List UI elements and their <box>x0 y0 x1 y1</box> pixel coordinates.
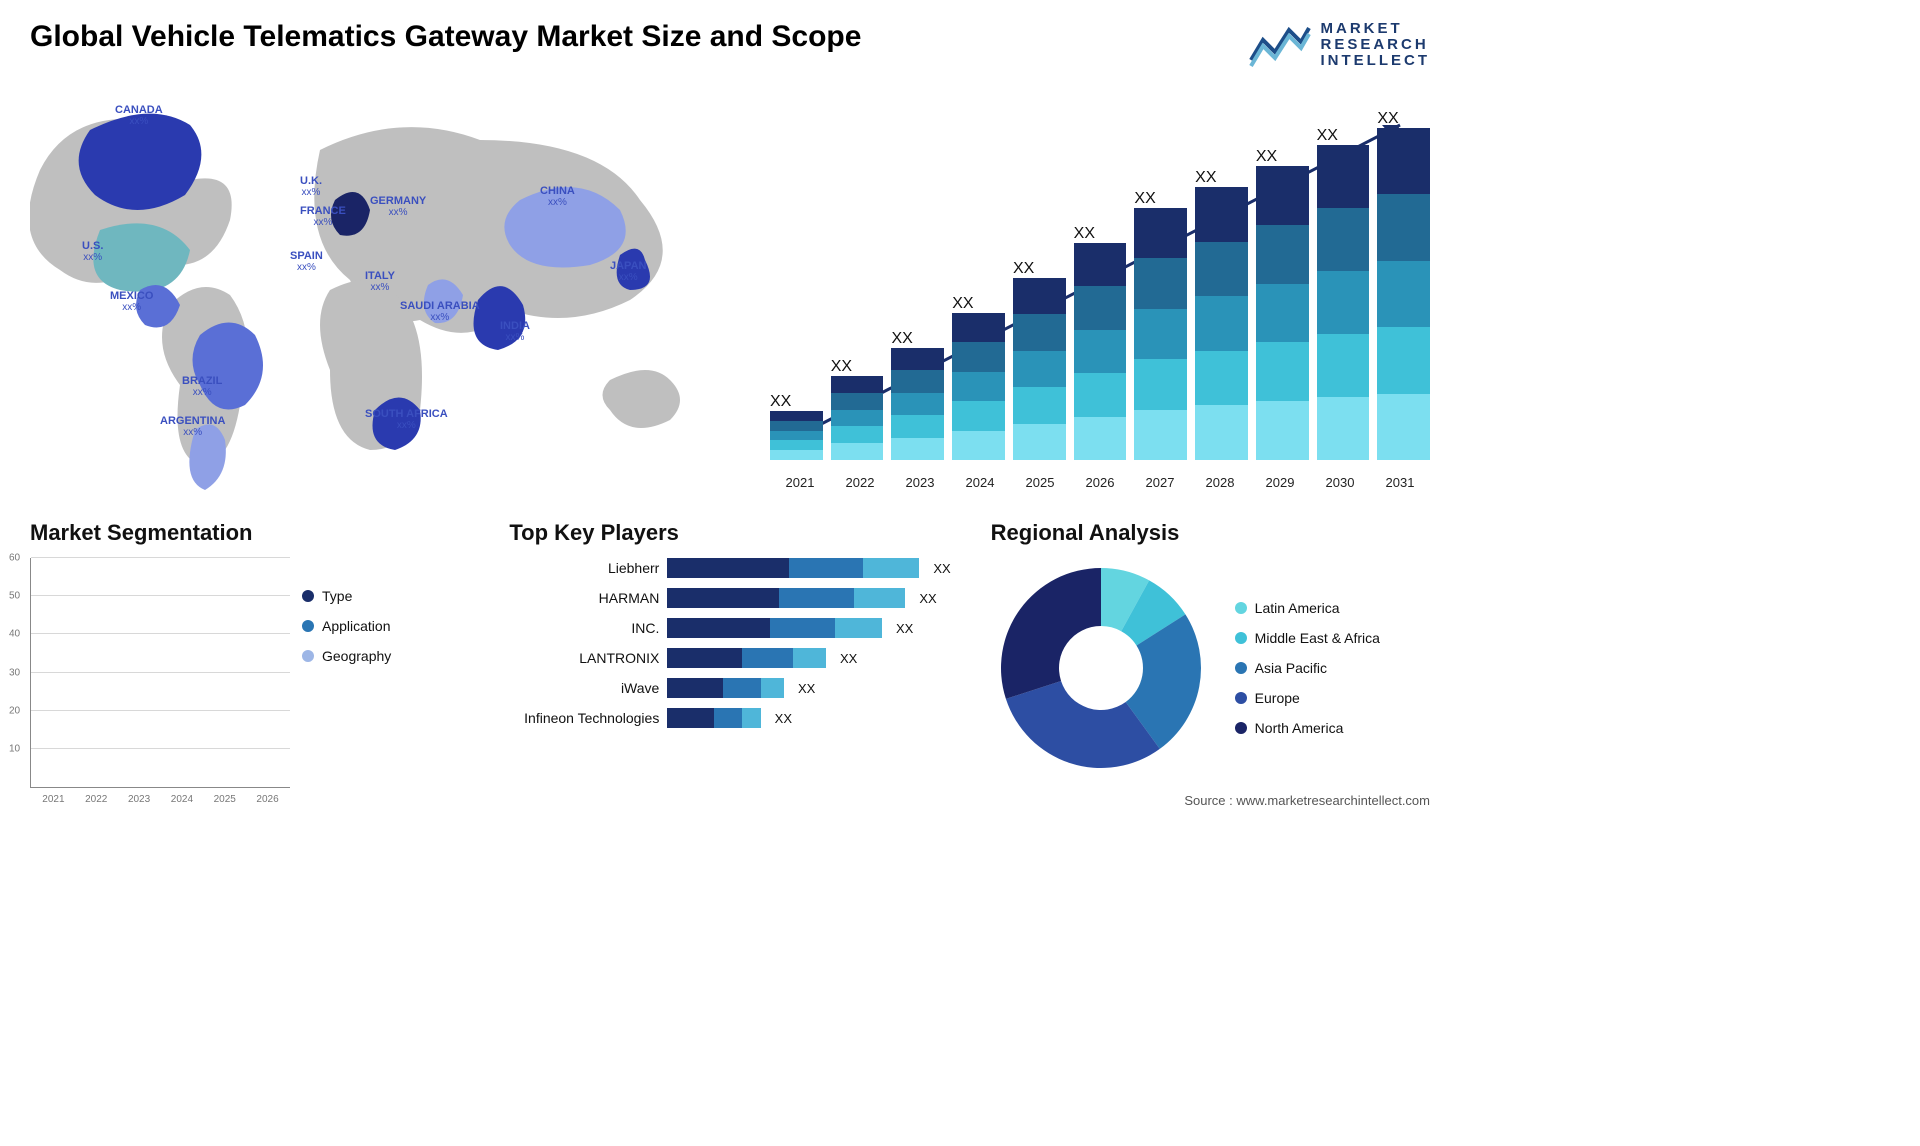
map-label-india: INDIAxx% <box>500 320 530 343</box>
growth-bar-value: XX <box>770 393 823 411</box>
seg-x-2022: 2022 <box>80 794 113 805</box>
growth-bar-value: XX <box>1195 169 1248 187</box>
seg-x-2023: 2023 <box>123 794 156 805</box>
kp-row-inc-: INC. XX <box>509 618 950 638</box>
map-label-brazil: BRAZILxx% <box>182 375 222 398</box>
regional-legend-middle-east-africa: Middle East & Africa <box>1235 630 1380 646</box>
growth-x-2027: 2027 <box>1130 475 1190 490</box>
map-label-japan: JAPANxx% <box>610 260 646 283</box>
regional-legend-asia-pacific: Asia Pacific <box>1235 660 1380 676</box>
kp-value: XX <box>896 621 913 636</box>
regional-donut <box>991 558 1211 778</box>
map-label-south-africa: SOUTH AFRICAxx% <box>365 408 448 431</box>
growth-bar-value: XX <box>1377 110 1430 128</box>
kp-name: iWave <box>509 680 659 696</box>
growth-x-2030: 2030 <box>1310 475 1370 490</box>
map-label-france: FRANCExx% <box>300 205 346 228</box>
kp-value: XX <box>798 681 815 696</box>
growth-bar-value: XX <box>1317 127 1370 145</box>
key-players-title: Top Key Players <box>509 520 950 546</box>
growth-x-2028: 2028 <box>1190 475 1250 490</box>
seg-x-2025: 2025 <box>208 794 241 805</box>
logo-text-3: INTELLECT <box>1321 53 1431 69</box>
map-label-argentina: ARGENTINAxx% <box>160 415 225 438</box>
growth-x-2031: 2031 <box>1370 475 1430 490</box>
growth-bar-value: XX <box>952 295 1005 313</box>
map-label-spain: SPAINxx% <box>290 250 323 273</box>
seg-x-2024: 2024 <box>165 794 198 805</box>
regional-legend-latin-america: Latin America <box>1235 600 1380 616</box>
growth-bar-value: XX <box>1013 260 1066 278</box>
seg-legend-type: Type <box>302 588 391 604</box>
seg-x-2026: 2026 <box>251 794 284 805</box>
kp-value: XX <box>933 561 950 576</box>
page-title: Global Vehicle Telematics Gateway Market… <box>30 20 861 54</box>
growth-chart: XXXXXXXXXXXXXXXXXXXXXX 20212022202320242… <box>770 90 1430 490</box>
seg-legend-geography: Geography <box>302 648 391 664</box>
growth-x-2024: 2024 <box>950 475 1010 490</box>
growth-bar-value: XX <box>1134 190 1187 208</box>
seg-ytick: 40 <box>9 629 20 640</box>
donut-slice-north-america <box>1001 568 1101 699</box>
map-label-mexico: MEXICOxx% <box>110 290 153 313</box>
kp-value: XX <box>919 591 936 606</box>
kp-row-liebherr: Liebherr XX <box>509 558 950 578</box>
seg-ytick: 20 <box>9 705 20 716</box>
seg-ytick: 60 <box>9 553 20 564</box>
world-map: CANADAxx% U.S.xx% MEXICOxx% BRAZILxx% ARGENT… <box>30 90 730 490</box>
seg-x-2021: 2021 <box>37 794 70 805</box>
logo-text-1: MARKET <box>1321 21 1431 37</box>
footer-value: www.marketresearchintellect.com <box>1236 793 1430 808</box>
map-label-china: CHINAxx% <box>540 185 575 208</box>
kp-name: Infineon Technologies <box>509 710 659 726</box>
growth-bar-value: XX <box>891 330 944 348</box>
segmentation-panel: Market Segmentation 20212022202320242025… <box>30 520 469 788</box>
seg-ytick: 30 <box>9 667 20 678</box>
kp-name: LANTRONIX <box>509 650 659 666</box>
regional-legend-europe: Europe <box>1235 690 1380 706</box>
kp-value: XX <box>840 651 857 666</box>
seg-legend-application: Application <box>302 618 391 634</box>
regional-panel: Regional Analysis Latin America Middle Ea… <box>991 520 1430 788</box>
growth-x-2026: 2026 <box>1070 475 1130 490</box>
regional-legend-north-america: North America <box>1235 720 1380 736</box>
logo-text-2: RESEARCH <box>1321 37 1431 53</box>
growth-bar-value: XX <box>1074 225 1127 243</box>
kp-name: HARMAN <box>509 590 659 606</box>
map-label-italy: ITALYxx% <box>365 270 395 293</box>
source-footer: Source : www.marketresearchintellect.com <box>1184 793 1430 808</box>
map-label-canada: CANADAxx% <box>115 104 163 127</box>
kp-row-harman: HARMAN XX <box>509 588 950 608</box>
key-players-panel: Top Key Players Liebherr XX HARMAN XX INC. XX… <box>509 520 950 788</box>
growth-x-2023: 2023 <box>890 475 950 490</box>
footer-label: Source : <box>1184 793 1232 808</box>
growth-bar-value: XX <box>1256 148 1309 166</box>
segmentation-title: Market Segmentation <box>30 520 469 546</box>
seg-ytick: 10 <box>9 743 20 754</box>
regional-title: Regional Analysis <box>991 520 1430 546</box>
map-label-saudi-arabia: SAUDI ARABIAxx% <box>400 300 480 323</box>
kp-name: INC. <box>509 620 659 636</box>
brand-logo: MARKET RESEARCH INTELLECT <box>1249 20 1431 70</box>
kp-row-iwave: iWave XX <box>509 678 950 698</box>
growth-x-2021: 2021 <box>770 475 830 490</box>
growth-bar-value: XX <box>831 358 884 376</box>
growth-x-2022: 2022 <box>830 475 890 490</box>
growth-x-2029: 2029 <box>1250 475 1310 490</box>
map-label-u-k-: U.K.xx% <box>300 175 322 198</box>
map-label-germany: GERMANYxx% <box>370 195 426 218</box>
kp-row-lantronix: LANTRONIX XX <box>509 648 950 668</box>
growth-x-2025: 2025 <box>1010 475 1070 490</box>
seg-ytick: 50 <box>9 591 20 602</box>
map-label-u-s-: U.S.xx% <box>82 240 103 263</box>
logo-icon <box>1249 20 1311 70</box>
kp-name: Liebherr <box>509 560 659 576</box>
kp-value: XX <box>775 711 792 726</box>
kp-row-infineon-technologies: Infineon Technologies XX <box>509 708 950 728</box>
